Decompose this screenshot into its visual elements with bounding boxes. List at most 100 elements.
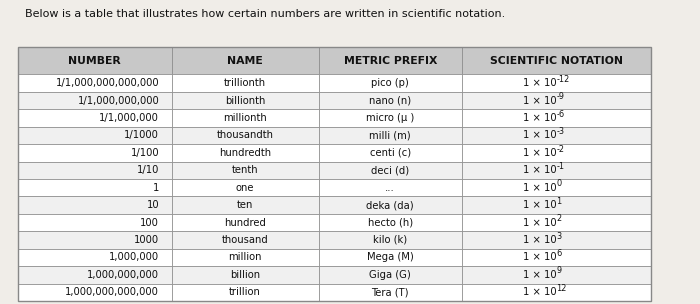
Bar	[18, 179, 172, 196]
Text: -3: -3	[556, 127, 564, 136]
Bar	[318, 196, 462, 214]
Bar	[318, 179, 462, 196]
Bar	[18, 196, 172, 214]
Text: 1,000,000,000,000: 1,000,000,000,000	[65, 287, 159, 297]
Bar	[172, 144, 318, 162]
Bar	[18, 92, 172, 109]
Bar	[318, 47, 462, 74]
Text: thousandth: thousandth	[216, 130, 274, 140]
Text: hundred: hundred	[224, 218, 266, 228]
Bar	[18, 249, 172, 266]
Bar	[462, 74, 651, 92]
Text: 1 × 10: 1 × 10	[523, 130, 556, 140]
Bar	[318, 92, 462, 109]
Text: 1 × 10: 1 × 10	[523, 200, 556, 210]
Bar	[172, 196, 318, 214]
Bar	[318, 162, 462, 179]
Text: 1: 1	[153, 183, 159, 193]
Text: -1: -1	[556, 162, 565, 171]
Bar	[462, 249, 651, 266]
Bar	[318, 74, 462, 92]
Bar	[462, 266, 651, 284]
Bar	[462, 47, 651, 74]
Text: 1 × 10: 1 × 10	[523, 218, 556, 228]
Bar	[462, 196, 651, 214]
Text: millionth: millionth	[223, 113, 267, 123]
Text: 1 × 10: 1 × 10	[523, 235, 556, 245]
Text: 0: 0	[556, 179, 561, 188]
Bar	[462, 162, 651, 179]
Bar	[172, 47, 318, 74]
Text: 1 × 10: 1 × 10	[523, 113, 556, 123]
Bar	[18, 266, 172, 284]
Bar	[18, 47, 651, 301]
Text: hundredth: hundredth	[219, 148, 271, 158]
Text: 6: 6	[556, 249, 561, 258]
Text: 1 × 10: 1 × 10	[523, 148, 556, 158]
Text: 1 × 10: 1 × 10	[523, 96, 556, 105]
Bar	[172, 284, 318, 301]
Text: 1 × 10: 1 × 10	[523, 165, 556, 175]
Text: Tera (T): Tera (T)	[372, 287, 409, 297]
Text: kilo (k): kilo (k)	[373, 235, 407, 245]
Bar	[172, 179, 318, 196]
Text: 9: 9	[556, 267, 561, 275]
Bar	[172, 109, 318, 127]
Text: METRIC PREFIX: METRIC PREFIX	[344, 56, 437, 66]
Text: thousand: thousand	[222, 235, 268, 245]
Bar	[18, 162, 172, 179]
Text: Giga (G): Giga (G)	[370, 270, 411, 280]
Text: NAME: NAME	[227, 56, 263, 66]
Text: 1/10: 1/10	[136, 165, 159, 175]
Text: 1/1,000,000,000,000: 1/1,000,000,000,000	[55, 78, 159, 88]
Text: pico (p): pico (p)	[372, 78, 409, 88]
Text: Mega (M): Mega (M)	[367, 252, 414, 262]
Text: 1 × 10: 1 × 10	[523, 183, 556, 193]
Text: -2: -2	[556, 144, 564, 154]
Bar	[318, 266, 462, 284]
Bar	[462, 284, 651, 301]
Text: million: million	[228, 252, 262, 262]
Bar	[18, 109, 172, 127]
Text: 1 × 10: 1 × 10	[523, 270, 556, 280]
Bar	[462, 92, 651, 109]
Bar	[172, 162, 318, 179]
Text: trillion: trillion	[229, 287, 261, 297]
Bar	[318, 109, 462, 127]
Bar	[172, 249, 318, 266]
Text: 1 × 10: 1 × 10	[523, 252, 556, 262]
Bar	[462, 109, 651, 127]
Bar	[318, 214, 462, 231]
Bar	[18, 284, 172, 301]
Bar	[462, 179, 651, 196]
Bar	[18, 214, 172, 231]
Bar	[18, 127, 172, 144]
Bar	[18, 231, 172, 249]
Text: 10: 10	[146, 200, 159, 210]
Text: 1000: 1000	[134, 235, 159, 245]
Text: NUMBER: NUMBER	[68, 56, 121, 66]
Text: 2: 2	[556, 214, 561, 223]
Text: 12: 12	[556, 284, 567, 293]
Text: nano (n): nano (n)	[369, 96, 412, 105]
Text: 1: 1	[556, 197, 561, 206]
Text: tenth: tenth	[232, 165, 258, 175]
Bar	[462, 127, 651, 144]
Text: 1/1,000,000,000: 1/1,000,000,000	[78, 96, 159, 105]
Text: SCIENTIFIC NOTATION: SCIENTIFIC NOTATION	[490, 56, 623, 66]
Text: micro (μ ): micro (μ )	[366, 113, 414, 123]
Bar	[462, 144, 651, 162]
Bar	[462, 214, 651, 231]
Text: -6: -6	[556, 110, 565, 119]
Bar	[172, 231, 318, 249]
Bar	[172, 214, 318, 231]
Bar	[172, 92, 318, 109]
Bar	[318, 249, 462, 266]
Text: 1,000,000,000: 1,000,000,000	[88, 270, 159, 280]
Bar	[172, 266, 318, 284]
Text: trillionth: trillionth	[224, 78, 266, 88]
Text: billion: billion	[230, 270, 260, 280]
Bar	[18, 47, 172, 74]
Bar	[318, 231, 462, 249]
Text: 1 × 10: 1 × 10	[523, 78, 556, 88]
